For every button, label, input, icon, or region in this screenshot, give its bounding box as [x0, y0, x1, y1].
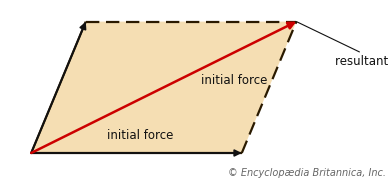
- Polygon shape: [31, 22, 296, 153]
- Text: © Encyclopædia Britannica, Inc.: © Encyclopædia Britannica, Inc.: [228, 168, 386, 178]
- Text: initial force: initial force: [107, 129, 174, 142]
- Text: resultant force: resultant force: [296, 22, 390, 68]
- Text: initial force: initial force: [201, 75, 267, 87]
